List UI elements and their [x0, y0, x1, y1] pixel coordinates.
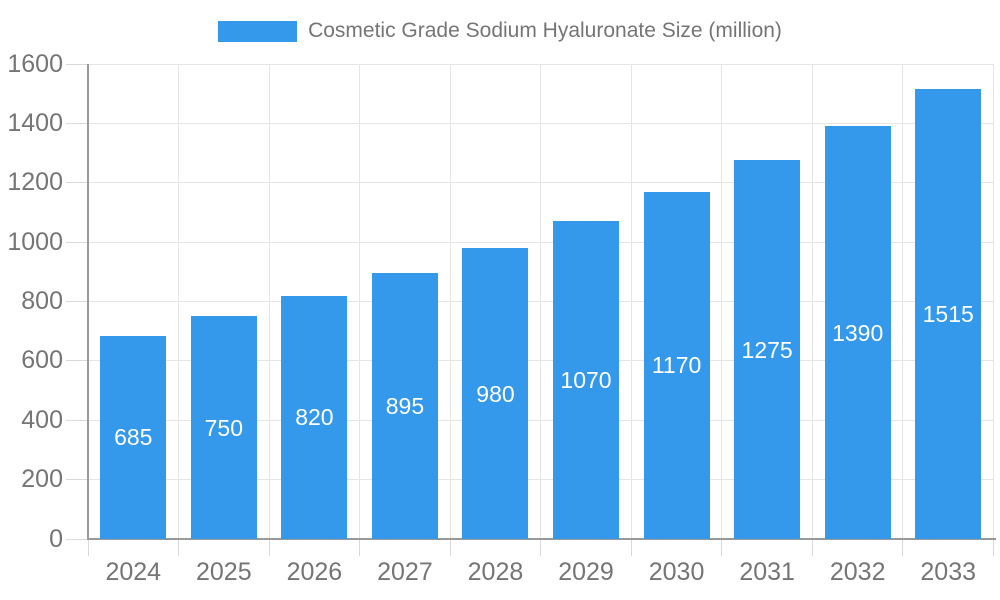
- bar-value-label: 1515: [922, 301, 974, 328]
- x-axis-tick: [87, 540, 89, 556]
- y-axis-tick: [66, 241, 88, 243]
- bar: [734, 160, 801, 539]
- gridline-vertical: [359, 64, 361, 539]
- gridline-vertical: [540, 64, 542, 539]
- y-tick-label: 1600: [7, 49, 63, 78]
- x-axis-tick: [359, 540, 361, 556]
- x-axis-tick: [178, 540, 180, 556]
- x-tick-label: 2024: [105, 558, 162, 586]
- y-axis-tick: [66, 301, 88, 302]
- bar-value-label: 1170: [651, 352, 702, 379]
- legend: Cosmetic Grade Sodium Hyaluronate Size (…: [0, 20, 1000, 42]
- bar-value-label: 895: [385, 393, 425, 420]
- bar: [462, 248, 529, 539]
- x-axis-tick: [540, 540, 542, 556]
- y-tick-label: 800: [21, 287, 63, 315]
- y-tick-label: 1200: [7, 168, 63, 197]
- bar-value-label: 820: [295, 404, 334, 431]
- bar: [553, 221, 620, 539]
- bar-value-label: 685: [114, 424, 153, 451]
- x-axis-tick: [902, 540, 904, 556]
- x-tick-label: 2029: [558, 558, 614, 586]
- x-tick-label: 2033: [920, 558, 977, 586]
- gridline-vertical: [630, 64, 632, 539]
- x-axis-tick: [811, 540, 813, 556]
- x-axis-line: [87, 538, 996, 540]
- y-axis-tick: [66, 360, 88, 362]
- y-axis-tick: [66, 419, 88, 421]
- gridline-vertical: [178, 64, 180, 539]
- x-axis-tick: [721, 540, 723, 556]
- bar: [824, 126, 891, 539]
- x-tick-label: 2030: [648, 558, 705, 586]
- x-tick-label: 2032: [829, 558, 886, 586]
- y-tick-label: 1400: [7, 108, 63, 137]
- x-tick-label: 2025: [196, 558, 252, 586]
- gridline-vertical: [902, 64, 904, 539]
- gridline-vertical: [993, 64, 994, 539]
- y-axis-tick: [66, 538, 88, 540]
- y-tick-label: 400: [21, 405, 63, 434]
- legend-swatch: [218, 20, 298, 42]
- y-tick-label: 600: [21, 346, 63, 375]
- bar-value-label: 750: [204, 414, 243, 441]
- gridline-vertical: [449, 64, 451, 539]
- y-tick-label: 1000: [7, 227, 63, 256]
- x-axis-tick: [993, 540, 994, 556]
- bar-value-label: 1070: [560, 367, 612, 394]
- gridline-vertical: [268, 64, 270, 539]
- gridline-vertical: [811, 64, 813, 539]
- bar: [281, 295, 348, 539]
- bar-value-label: 1275: [741, 336, 793, 363]
- y-axis-tick: [66, 182, 88, 184]
- x-tick-label: 2031: [739, 558, 795, 586]
- y-axis-line: [87, 64, 89, 540]
- x-tick-label: 2028: [467, 558, 524, 586]
- bar-value-label: 1390: [832, 319, 884, 346]
- bar: [100, 335, 167, 539]
- x-axis-tick: [630, 540, 632, 556]
- gridline-vertical: [721, 64, 723, 539]
- bar: [190, 316, 257, 539]
- y-axis-tick: [66, 122, 88, 124]
- x-axis-tick: [268, 540, 270, 556]
- x-axis-tick: [449, 540, 451, 556]
- x-tick-label: 2026: [286, 558, 343, 586]
- y-axis-tick: [66, 63, 88, 65]
- bar-value-label: 980: [476, 380, 515, 407]
- y-tick-label: 200: [21, 465, 63, 494]
- bar: [643, 191, 710, 539]
- y-axis-tick: [66, 479, 88, 481]
- bar: [915, 89, 982, 539]
- y-tick-label: 0: [49, 524, 63, 553]
- legend-label: Cosmetic Grade Sodium Hyaluronate Size (…: [308, 19, 782, 42]
- x-tick-label: 2027: [377, 558, 433, 586]
- bar: [371, 273, 438, 539]
